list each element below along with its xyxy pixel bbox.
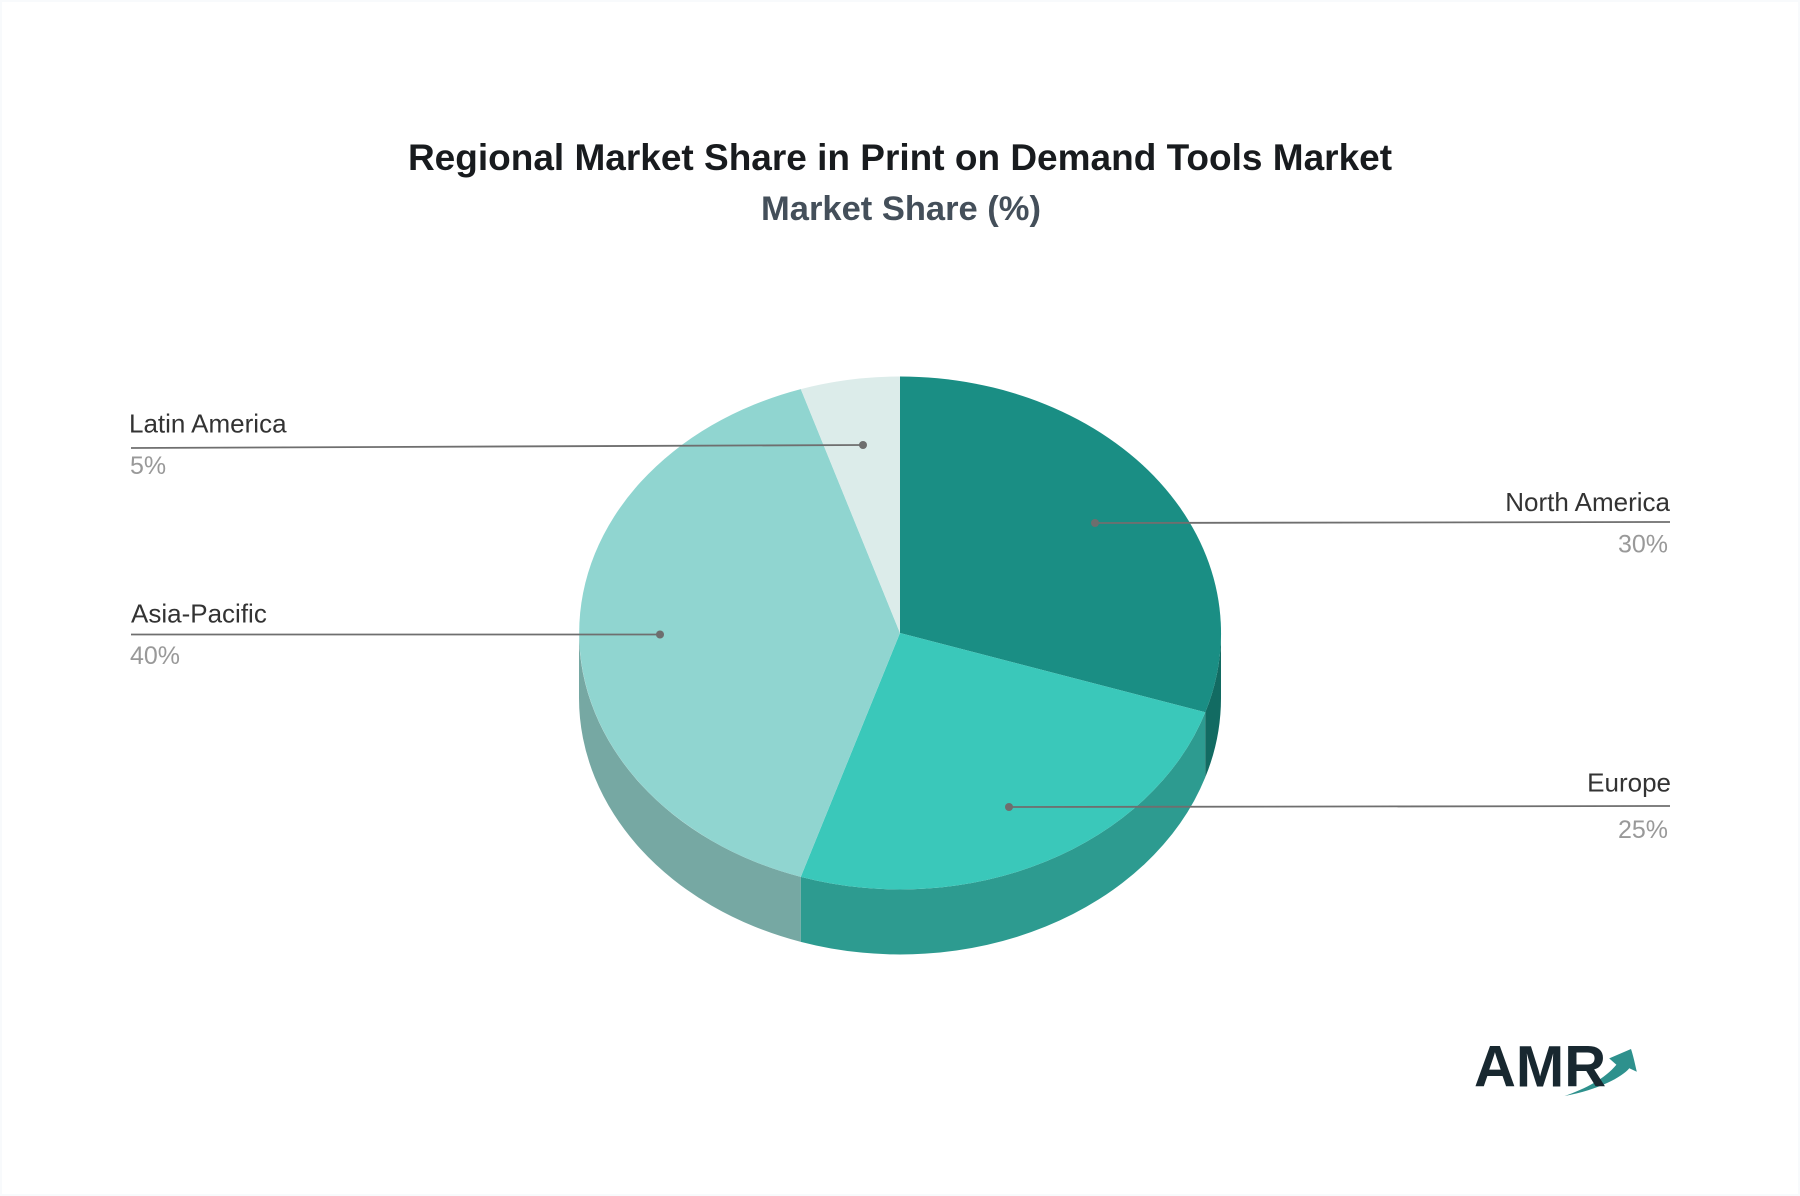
svg-text:30%: 30% bbox=[1618, 530, 1668, 558]
svg-text:Asia-Pacific: Asia-Pacific bbox=[131, 599, 267, 629]
svg-text:Market Share (%): Market Share (%) bbox=[761, 190, 1041, 228]
svg-text:Latin America: Latin America bbox=[129, 409, 287, 439]
svg-text:AMR: AMR bbox=[1474, 1035, 1606, 1100]
svg-text:25%: 25% bbox=[1618, 816, 1668, 844]
svg-text:5%: 5% bbox=[130, 452, 166, 480]
svg-text:Regional Market Share in Print: Regional Market Share in Print on Demand… bbox=[408, 137, 1392, 178]
svg-text:Europe: Europe bbox=[1587, 768, 1671, 798]
svg-text:North America: North America bbox=[1505, 487, 1670, 517]
svg-text:40%: 40% bbox=[130, 642, 180, 670]
